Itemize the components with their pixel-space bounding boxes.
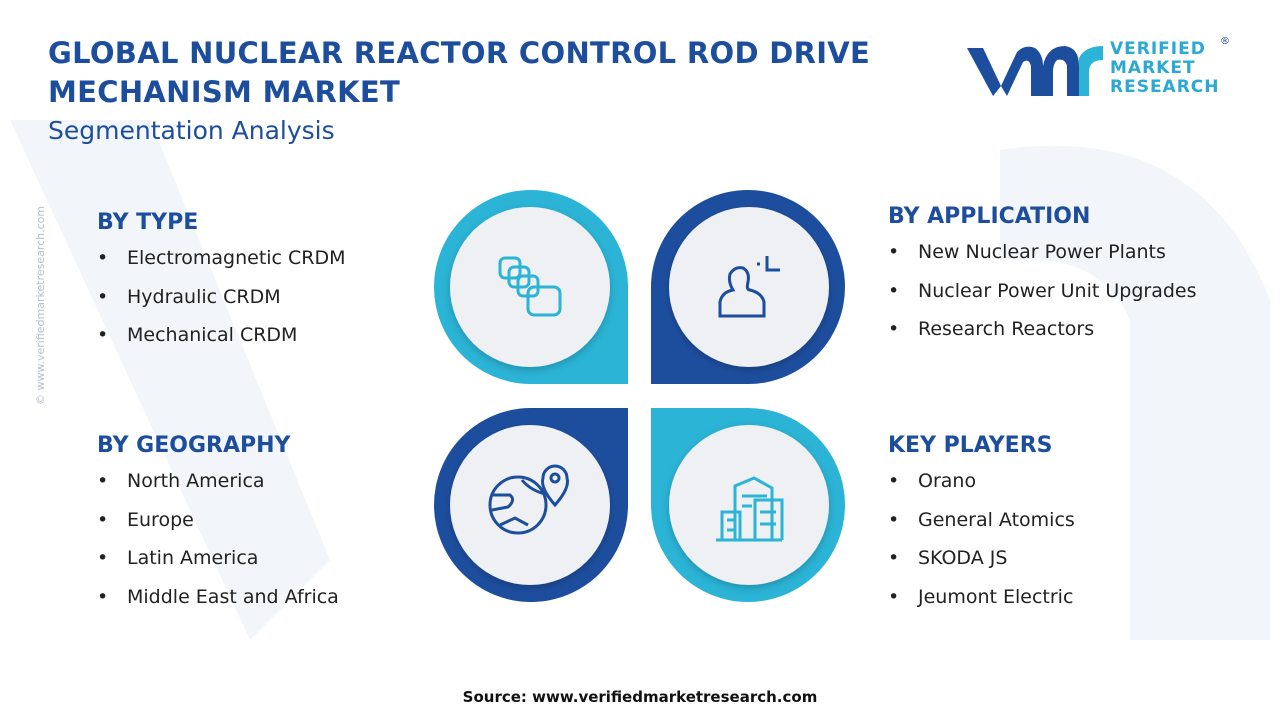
segment-item: SKODA JS: [888, 547, 1075, 586]
segment-item: New Nuclear Power Plants: [888, 241, 1197, 280]
icon-disc: [450, 425, 610, 585]
segment-heading: BY TYPE: [97, 210, 199, 235]
logo-text: VERIFIED MARKET RESEARCH: [1110, 40, 1220, 97]
icon-disc: [669, 207, 829, 367]
segment: BY TYPE Electromagnetic CRDMHydraulic CRD…: [97, 210, 346, 363]
logo-line: VERIFIED: [1110, 39, 1206, 59]
segment-list: New Nuclear Power PlantsNuclear Power Un…: [888, 241, 1197, 357]
segment-heading: BY APPLICATION: [888, 204, 1091, 229]
logo-line: MARKET: [1110, 58, 1196, 78]
logo-line: RESEARCH: [1110, 77, 1220, 97]
title-line: GLOBAL NUCLEAR REACTOR CONTROL ROD DRIVE: [48, 36, 871, 70]
segment: KEY PLAYERS OranoGeneral AtomicsSKODA JSJ…: [888, 433, 1075, 624]
segment-item: Nuclear Power Unit Upgrades: [888, 280, 1197, 319]
segment-item: Electromagnetic CRDM: [97, 247, 346, 286]
title: GLOBAL NUCLEAR REACTOR CONTROL ROD DRIVE…: [48, 34, 870, 112]
segment-list: Electromagnetic CRDMHydraulic CRDMMechan…: [97, 247, 346, 363]
icon-geography: [488, 464, 569, 535]
segment-item: Europe: [97, 509, 339, 548]
segment-item: General Atomics: [888, 509, 1075, 548]
subtitle: Segmentation Analysis: [48, 116, 335, 145]
segment-heading: BY GEOGRAPHY: [97, 433, 291, 458]
icon-type: [498, 256, 562, 317]
side-text: © www.verifiedmarketresearch.com: [34, 205, 47, 405]
segment-item: Hydraulic CRDM: [97, 286, 346, 325]
icon-players: [716, 476, 784, 542]
logo-mark: [967, 46, 1103, 96]
source: Source: www.verifiedmarketresearch.com: [462, 688, 818, 706]
segment-list: North AmericaEuropeLatin AmericaMiddle E…: [97, 470, 339, 624]
segment-item: Jeumont Electric: [888, 586, 1075, 625]
segment-item: Orano: [888, 470, 1075, 509]
segment-item: Latin America: [97, 547, 339, 586]
title-line: MECHANISM MARKET: [48, 75, 401, 109]
segment-item: North America: [97, 470, 339, 509]
segment-item: Middle East and Africa: [97, 586, 339, 625]
segment-heading: KEY PLAYERS: [888, 433, 1053, 458]
registered-mark: ®: [1220, 36, 1230, 47]
segment: BY GEOGRAPHY North AmericaEuropeLatin Ame…: [97, 433, 339, 624]
segment: BY APPLICATION New Nuclear Power PlantsNu…: [888, 204, 1197, 357]
segment-list: OranoGeneral AtomicsSKODA JSJeumont Elec…: [888, 470, 1075, 624]
icon-application: [718, 256, 780, 318]
segment-item: Research Reactors: [888, 318, 1197, 357]
segment-item: Mechanical CRDM: [97, 324, 346, 363]
